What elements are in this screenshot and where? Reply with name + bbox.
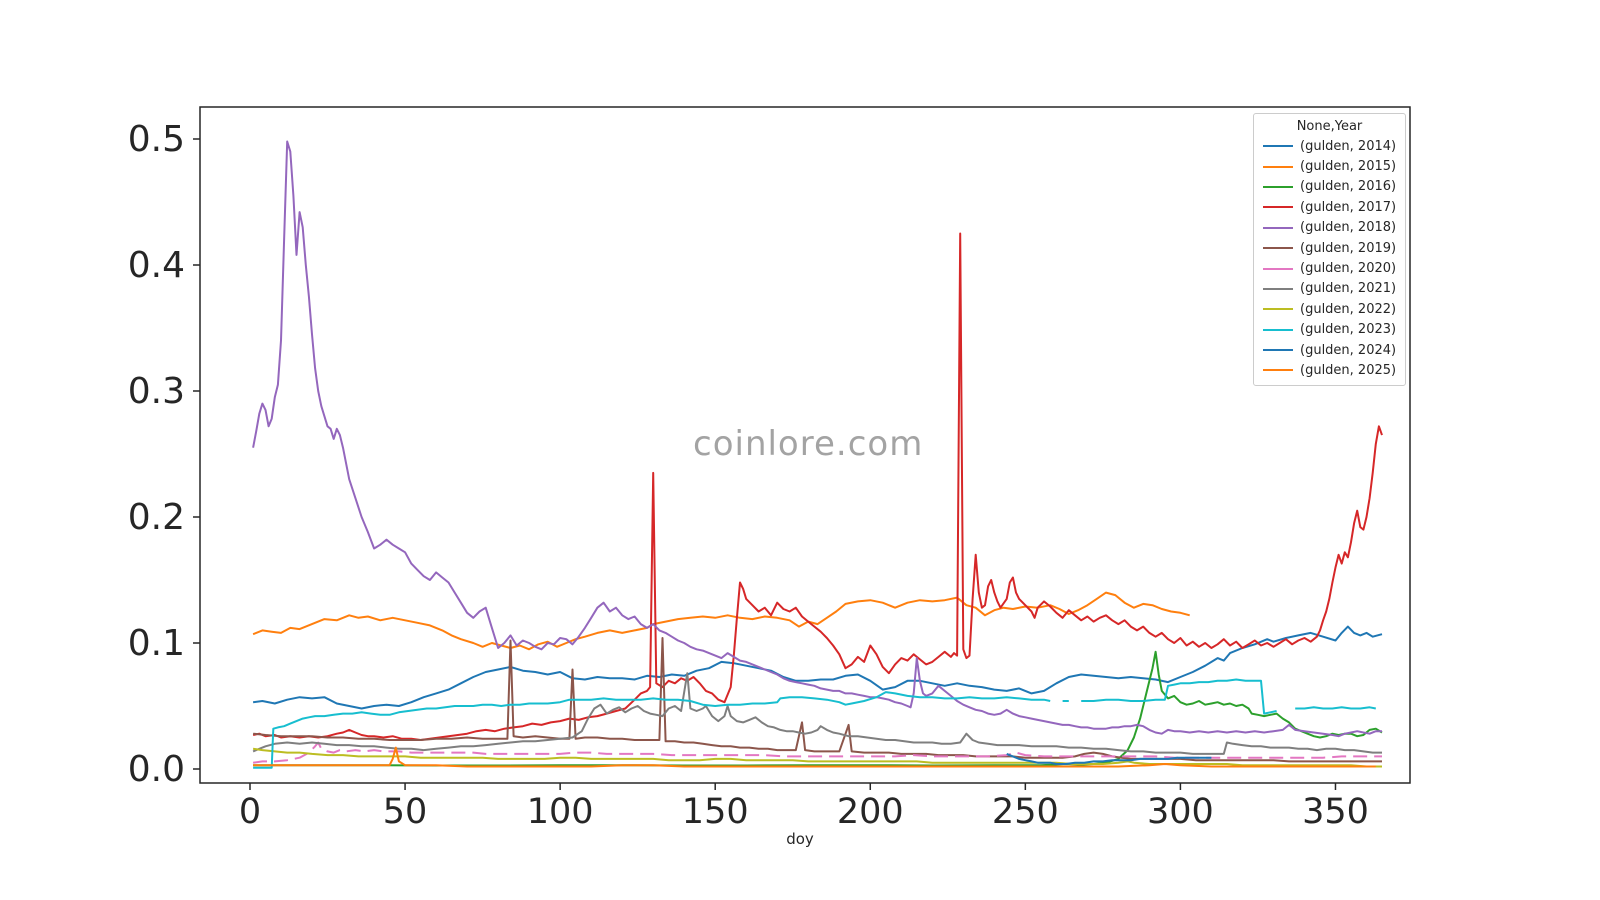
x-tick-label: 0: [239, 792, 261, 832]
legend-item-2018: (gulden, 2018): [1254, 218, 1405, 238]
legend-label: (gulden, 2025): [1300, 362, 1397, 378]
legend-items: (gulden, 2014) (gulden, 2015) (gulden, 201…: [1254, 136, 1405, 381]
legend-label: (gulden, 2023): [1300, 322, 1397, 338]
legend-line-swatch: [1263, 247, 1293, 250]
legend-line-swatch: [1263, 185, 1293, 188]
y-tick-label: 0.2: [128, 497, 185, 538]
legend-item-2020: (gulden, 2020): [1254, 258, 1405, 278]
x-tick-label: 300: [1147, 792, 1214, 832]
legend-label: (gulden, 2015): [1300, 159, 1397, 175]
legend-line-swatch: [1263, 328, 1293, 331]
x-tick-label: 150: [682, 792, 749, 832]
legend-label: (gulden, 2016): [1300, 179, 1397, 195]
legend-label: (gulden, 2017): [1300, 199, 1397, 215]
legend-line-swatch: [1263, 267, 1293, 270]
legend-item-2025: (gulden, 2025): [1254, 360, 1405, 380]
x-tick-label: 350: [1302, 792, 1369, 832]
legend-item-2021: (gulden, 2021): [1254, 279, 1405, 299]
series-line-2016: [253, 650, 1383, 767]
legend-item-2014: (gulden, 2014): [1254, 136, 1405, 156]
legend-line-swatch: [1263, 165, 1293, 168]
series-line-2020: [252, 741, 1382, 764]
legend-label: (gulden, 2018): [1300, 220, 1397, 236]
legend-line-swatch: [1263, 349, 1293, 352]
legend: None,Year (gulden, 2014) (gulden, 2015) (g…: [1253, 113, 1406, 386]
legend-line-swatch: [1263, 369, 1293, 372]
series-line-2017: [252, 232, 1383, 741]
legend-line-swatch: [1263, 287, 1293, 290]
plot-border: [199, 106, 1411, 784]
x-tick-label: 50: [383, 792, 428, 832]
legend-label: (gulden, 2024): [1300, 342, 1397, 358]
x-tick-label: 200: [837, 792, 904, 832]
legend-item-2023: (gulden, 2023): [1254, 320, 1405, 340]
series-line-2014: [252, 625, 1383, 710]
legend-item-2019: (gulden, 2019): [1254, 238, 1405, 258]
y-tick-label: 0.0: [128, 749, 185, 790]
x-axis-label: doy: [786, 830, 814, 848]
y-tick-label: 0.5: [128, 119, 185, 160]
y-tick-label: 0.1: [128, 623, 185, 664]
series-line-2023: [253, 678, 1376, 769]
legend-line-swatch: [1263, 226, 1293, 229]
legend-item-2016: (gulden, 2016): [1254, 177, 1405, 197]
legend-label: (gulden, 2021): [1300, 281, 1397, 297]
legend-label: (gulden, 2014): [1300, 138, 1397, 154]
legend-line-swatch: [1263, 308, 1293, 311]
legend-label: (gulden, 2019): [1300, 240, 1397, 256]
legend-item-2024: (gulden, 2024): [1254, 340, 1405, 360]
legend-item-2015: (gulden, 2015): [1254, 156, 1405, 176]
series-line-2022: [252, 747, 1382, 768]
y-tick-label: 0.4: [128, 245, 185, 286]
legend-label: (gulden, 2022): [1300, 301, 1397, 317]
legend-item-2017: (gulden, 2017): [1254, 197, 1405, 217]
series-line-2024: [1006, 752, 1212, 765]
x-tick-label: 100: [527, 792, 594, 832]
series-line-2025: [253, 746, 1376, 768]
legend-item-2022: (gulden, 2022): [1254, 299, 1405, 319]
legend-line-swatch: [1263, 206, 1293, 209]
y-tick-label: 0.3: [128, 371, 185, 412]
x-tick-label: 250: [992, 792, 1059, 832]
series-line-2018: [252, 140, 1382, 738]
legend-line-swatch: [1263, 145, 1293, 148]
series-line-2015: [252, 591, 1190, 651]
legend-title: None,Year: [1296, 119, 1363, 134]
series-line-2021: [252, 672, 1382, 755]
legend-label: (gulden, 2020): [1300, 261, 1397, 277]
